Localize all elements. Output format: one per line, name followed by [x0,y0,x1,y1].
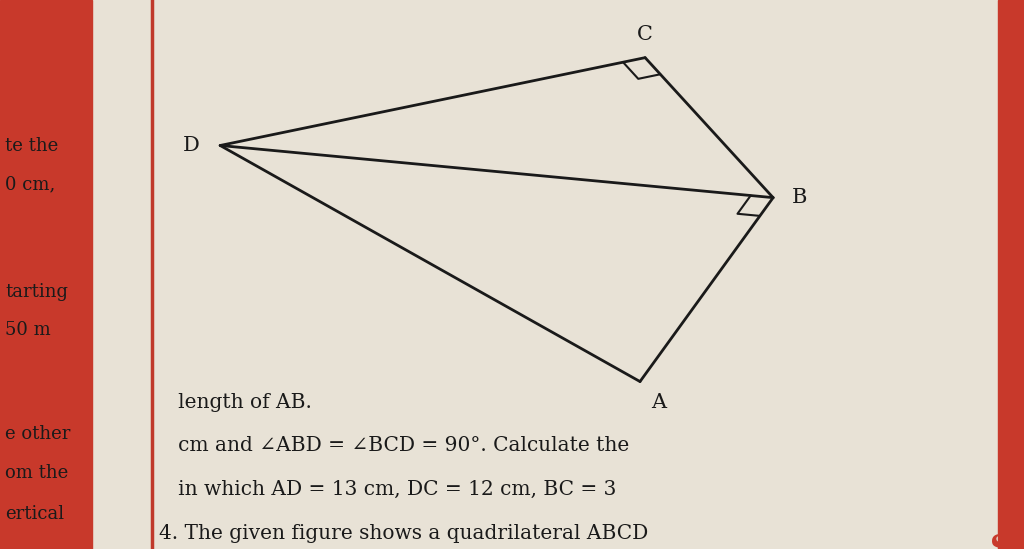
Text: e other: e other [5,425,71,444]
Text: B: B [792,188,808,207]
Text: length of AB.: length of AB. [159,393,311,412]
Text: tarting: tarting [5,283,69,301]
Text: in which AD = 13 cm, DC = 12 cm, BC = 3: in which AD = 13 cm, DC = 12 cm, BC = 3 [159,480,616,500]
Text: om the: om the [5,464,69,482]
Text: ertical: ertical [5,505,65,523]
Bar [0,0,92,549]
Text: 0 cm,: 0 cm, [5,176,55,194]
Text: cm and ∠ABD = ∠BCD = 90°. Calculate the: cm and ∠ABD = ∠BCD = 90°. Calculate the [159,436,629,456]
Text: A: A [651,393,666,412]
Text: S: S [989,533,1012,549]
Text: 50 m: 50 m [5,321,51,339]
Bar [998,0,1024,549]
Text: 4. The given figure shows a quadrilateral ABCD: 4. The given figure shows a quadrilatera… [159,524,648,544]
Text: C: C [637,25,653,44]
Text: D: D [183,136,200,155]
Text: te the: te the [5,137,58,155]
